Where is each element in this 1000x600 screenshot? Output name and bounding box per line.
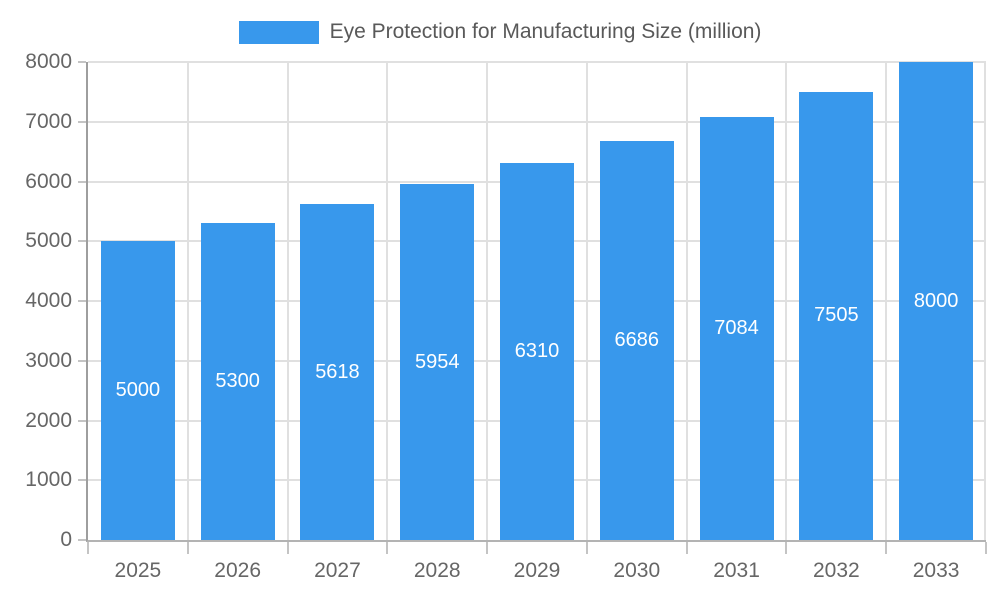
y-tick-label: 2000 bbox=[25, 408, 72, 432]
y-tick-label: 0 bbox=[60, 528, 72, 551]
x-tick bbox=[885, 542, 888, 554]
x-tick-label: 2029 bbox=[513, 559, 561, 582]
bar[interactable]: 5954 bbox=[400, 184, 475, 540]
y-tick-label: 7000 bbox=[25, 109, 72, 133]
x-tick bbox=[985, 542, 987, 554]
x-tick-label: 2030 bbox=[613, 559, 661, 582]
v-gridline bbox=[785, 62, 788, 540]
y-tick-label: 5000 bbox=[25, 229, 72, 253]
legend-item[interactable]: Eye Protection for Manufacturing Size (m… bbox=[238, 20, 762, 44]
y-tick-label: 6000 bbox=[25, 169, 72, 193]
y-tick bbox=[78, 479, 86, 482]
bar[interactable]: 7505 bbox=[799, 91, 874, 540]
v-gridline bbox=[186, 62, 189, 540]
bar-value-label: 5300 bbox=[215, 370, 260, 393]
y-tick bbox=[78, 419, 86, 422]
bar-value-label: 6686 bbox=[614, 328, 660, 351]
y-tick-label: 8000 bbox=[25, 50, 72, 73]
plot-area: 5000 5300 5618 5954 6310 6686 7084 7505 8000 bbox=[86, 61, 986, 542]
y-tick-label: 4000 bbox=[25, 289, 72, 312]
x-tick-label: 2025 bbox=[114, 559, 162, 582]
bar-value-label: 6310 bbox=[514, 339, 560, 362]
y-tick bbox=[78, 61, 86, 63]
bar[interactable]: 6310 bbox=[500, 162, 574, 540]
v-gridline bbox=[486, 62, 489, 540]
bar[interactable]: 7084 bbox=[699, 116, 774, 540]
x-tick bbox=[585, 542, 588, 554]
bar-value-label: 5954 bbox=[414, 350, 460, 373]
x-tick bbox=[785, 542, 788, 554]
bar[interactable]: 5300 bbox=[200, 223, 275, 540]
x-tick-label: 2026 bbox=[214, 559, 262, 582]
h-gridline bbox=[88, 61, 986, 63]
bar-value-label: 5618 bbox=[315, 360, 360, 383]
v-gridline bbox=[685, 62, 688, 540]
x-tick-label: 2033 bbox=[912, 559, 960, 582]
x-tick bbox=[486, 542, 489, 554]
y-tick bbox=[78, 180, 86, 183]
v-gridline bbox=[585, 62, 588, 540]
x-tick bbox=[186, 542, 189, 554]
x-tick bbox=[386, 542, 389, 554]
bar[interactable]: 5000 bbox=[100, 241, 175, 540]
x-tick-label: 2027 bbox=[314, 559, 361, 582]
y-tick bbox=[78, 120, 86, 123]
y-tick bbox=[78, 359, 86, 362]
v-gridline bbox=[386, 62, 389, 540]
x-tick-label: 2032 bbox=[812, 559, 860, 582]
bar[interactable]: 5618 bbox=[300, 204, 375, 540]
legend-swatch bbox=[238, 20, 319, 44]
x-tick-label: 2028 bbox=[413, 559, 461, 582]
x-tick bbox=[685, 542, 688, 554]
bar-value-label: 8000 bbox=[913, 289, 959, 312]
bar[interactable]: 8000 bbox=[899, 62, 974, 540]
y-tick-label: 3000 bbox=[25, 348, 72, 372]
bar[interactable]: 6686 bbox=[599, 140, 674, 540]
bar-value-label: 5000 bbox=[115, 379, 161, 402]
legend-label: Eye Protection for Manufacturing Size (m… bbox=[329, 20, 762, 43]
v-gridline bbox=[286, 62, 289, 540]
y-tick bbox=[78, 300, 86, 302]
x-tick-label: 2031 bbox=[713, 559, 760, 582]
x-tick bbox=[286, 542, 289, 554]
v-gridline bbox=[984, 62, 986, 540]
x-tick bbox=[87, 542, 89, 554]
bar-value-label: 7084 bbox=[714, 316, 759, 339]
y-tick-label: 1000 bbox=[25, 468, 72, 492]
y-tick bbox=[78, 539, 86, 541]
legend: Eye Protection for Manufacturing Size (m… bbox=[0, 20, 1000, 44]
v-gridline bbox=[885, 62, 888, 540]
bar-value-label: 7505 bbox=[814, 304, 859, 327]
h-gridline bbox=[88, 120, 986, 123]
y-tick bbox=[78, 240, 86, 243]
